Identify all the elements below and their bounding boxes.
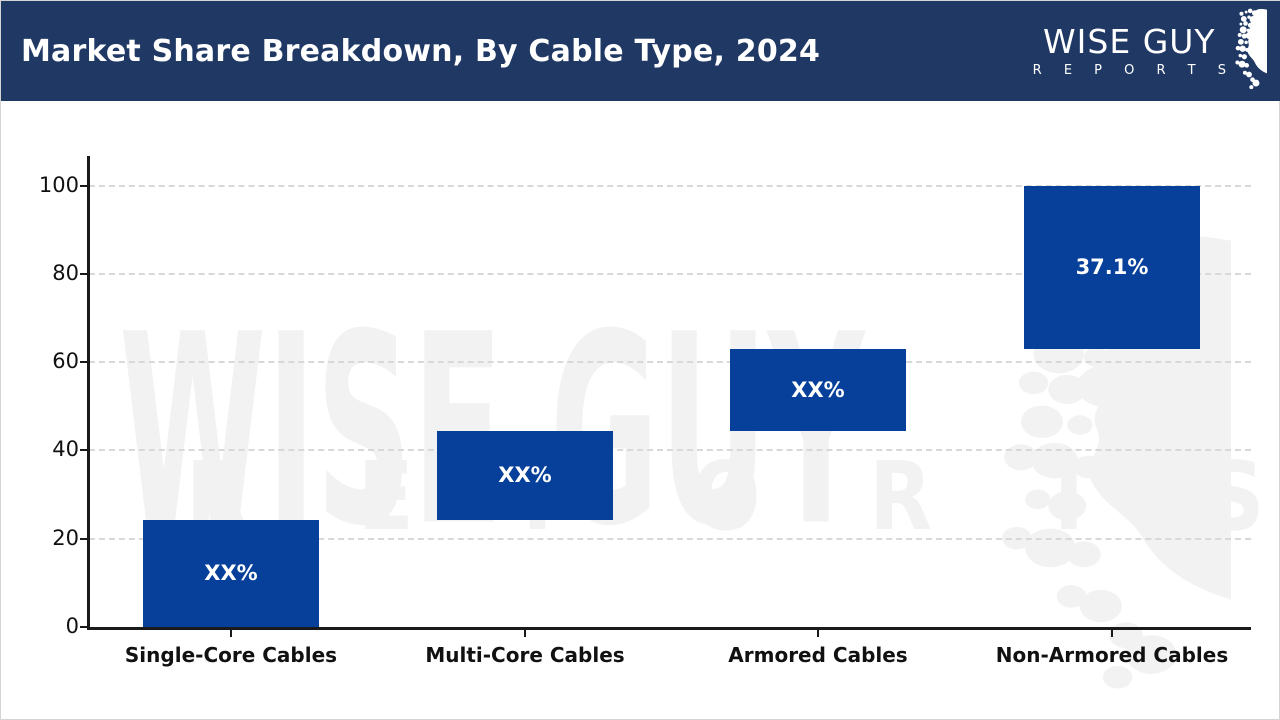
y-tick-mark bbox=[80, 272, 89, 275]
brand-name: WISE GUY bbox=[1043, 22, 1216, 61]
category-label: Single-Core Cables bbox=[124, 643, 338, 667]
header-bar: Market Share Breakdown, By Cable Type, 2… bbox=[1, 1, 1280, 101]
x-tick-mark bbox=[817, 629, 819, 637]
bar-multi-core-cables: XX% bbox=[437, 430, 613, 520]
plot-area: WISE GUY R E P O R T S 0 20 40 60 80 100 XX% Si… bbox=[1, 101, 1280, 718]
x-tick-mark bbox=[230, 629, 232, 637]
brand-subtitle: R E P O R T S bbox=[1032, 63, 1235, 78]
y-tick-label: 80 bbox=[52, 260, 79, 285]
bar-non-armored-cables: 37.1% bbox=[1024, 185, 1200, 350]
category-label: Multi-Core Cables bbox=[425, 643, 625, 667]
y-tick-label: 0 bbox=[65, 614, 79, 638]
y-tick-label: 100 bbox=[38, 172, 79, 197]
x-axis-line bbox=[87, 627, 1251, 630]
gridline bbox=[89, 537, 1251, 540]
gridline bbox=[89, 272, 1251, 275]
y-tick-label: 40 bbox=[52, 437, 79, 462]
bar-value-label: XX% bbox=[498, 463, 552, 488]
y-tick-mark bbox=[80, 449, 89, 452]
y-tick-mark bbox=[80, 361, 89, 364]
x-tick-mark bbox=[1111, 629, 1113, 637]
bar-armored-cables: XX% bbox=[730, 349, 906, 431]
bar-value-label: XX% bbox=[791, 377, 845, 402]
y-tick-mark bbox=[80, 537, 89, 540]
category-label: Non-Armored Cables bbox=[995, 643, 1229, 667]
y-axis-line bbox=[87, 156, 90, 629]
y-tick-mark bbox=[80, 184, 89, 187]
gridline bbox=[89, 184, 1251, 187]
bar-value-label: 37.1% bbox=[1075, 255, 1149, 280]
brand-logo: WISE GUY R E P O R T S bbox=[1024, 8, 1267, 94]
face-dots-icon bbox=[1235, 8, 1267, 90]
brand-wordmark: WISE GUY R E P O R T S bbox=[1024, 25, 1235, 77]
y-tick-label: 20 bbox=[52, 525, 79, 550]
gridline bbox=[89, 361, 1251, 364]
y-tick-label: 60 bbox=[52, 349, 79, 374]
gridline bbox=[89, 449, 1251, 452]
category-label: Armored Cables bbox=[728, 643, 908, 667]
y-tick-mark bbox=[80, 626, 89, 628]
page-title: Market Share Breakdown, By Cable Type, 2… bbox=[21, 33, 821, 69]
bar-single-core-cables: XX% bbox=[143, 519, 319, 627]
bar-value-label: XX% bbox=[204, 561, 258, 586]
x-tick-mark bbox=[524, 629, 526, 637]
